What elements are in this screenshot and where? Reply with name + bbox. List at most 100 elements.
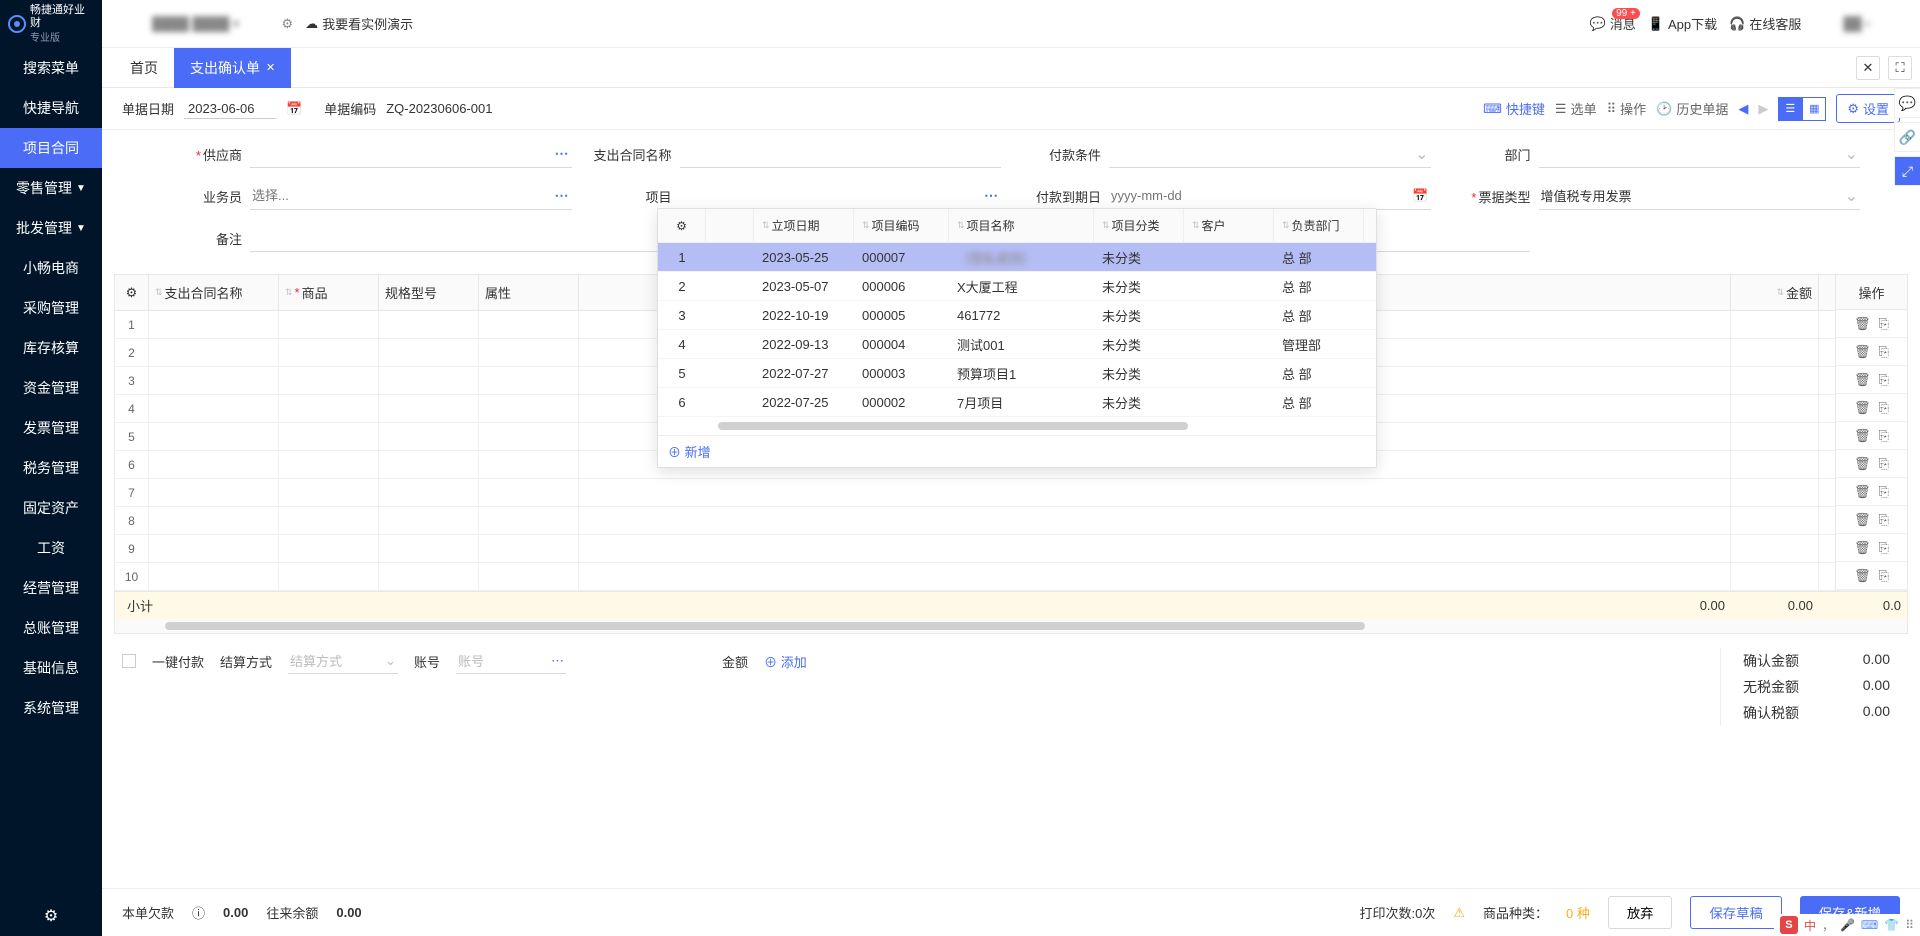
row-ops[interactable]: 🗑⎘ (1836, 506, 1907, 534)
user-avatar[interactable]: ██ ▪ (1813, 14, 1900, 33)
shortcut-link[interactable]: ⌨ 快捷键 (1483, 99, 1545, 118)
sales-input[interactable]: ⋯ (250, 182, 572, 210)
tab-bar: 首页 支出确认单✕ ✕ ⛶ (102, 48, 1920, 88)
gear-icon[interactable]: ⚙ (281, 16, 293, 32)
supplier-input[interactable]: ⋯ (250, 140, 572, 168)
account-select[interactable]: 账号⋯ (456, 648, 566, 674)
view-list-icon[interactable]: ☰ (1778, 97, 1802, 121)
popup-gear-icon[interactable]: ⚙ (658, 209, 706, 242)
sidebar-item[interactable]: 搜索菜单 (0, 48, 102, 88)
delete-icon: 🗑 (1854, 568, 1871, 584)
tab-expense-confirm[interactable]: 支出确认单✕ (174, 48, 291, 88)
table-row[interactable]: 7 (115, 479, 1907, 507)
row-ops[interactable]: 🗑⎘ (1836, 366, 1907, 394)
row-ops[interactable]: 🗑⎘ (1836, 562, 1907, 590)
close-icon[interactable]: ✕ (266, 61, 275, 74)
sidebar-item[interactable]: 库存核算 (0, 328, 102, 368)
sidebar-item[interactable]: 批发管理▼ (0, 208, 102, 248)
fullscreen-icon[interactable]: ⛶ (1888, 56, 1912, 80)
row-ops[interactable]: 🗑⎘ (1836, 310, 1907, 338)
calendar-icon[interactable]: 📅 (286, 101, 302, 117)
sidebar-item[interactable]: 税务管理 (0, 448, 102, 488)
save-draft-button[interactable]: 保存草稿 (1690, 896, 1781, 929)
row-ops[interactable]: 🗑⎘ (1836, 534, 1907, 562)
col-ops: 操作 (1836, 275, 1907, 310)
discard-button[interactable]: 放弃 (1608, 896, 1673, 929)
invoice-type-select[interactable]: 增值税专用发票⌄ (1539, 182, 1861, 210)
payterm-select[interactable]: ⌄ (1109, 140, 1431, 168)
tab-home[interactable]: 首页 (114, 48, 174, 88)
horizontal-scrollbar[interactable] (115, 619, 1907, 633)
col-product[interactable]: ⇅*商品 (279, 275, 379, 310)
row-ops[interactable]: 🗑⎘ (1836, 338, 1907, 366)
doc-code: ZQ-20230606-001 (386, 101, 492, 116)
sidebar-item[interactable]: 快捷导航 (0, 88, 102, 128)
row-ops[interactable]: 🗑⎘ (1836, 478, 1907, 506)
topbar: ████ ████ ▾ ⚙ ☁我要看实例演示 💬消息99 + 📱App下载 🎧在… (102, 0, 1920, 48)
sidebar-item[interactable]: 经营管理 (0, 568, 102, 608)
popup-row[interactable]: 62022-07-250000027月项目未分类总 部 (658, 388, 1376, 417)
popup-scrollbar[interactable] (668, 419, 1366, 433)
row-ops[interactable]: 🗑⎘ (1836, 450, 1907, 478)
next-icon[interactable]: ▶ (1758, 101, 1768, 117)
sidebar-item[interactable]: 系统管理 (0, 688, 102, 728)
rail-attach-icon[interactable]: 🔗 (1894, 122, 1920, 152)
app-download[interactable]: 📱App下载 (1648, 14, 1717, 33)
rail-chat-icon[interactable]: 💬 (1894, 88, 1920, 118)
col-gear-icon[interactable]: ⚙ (115, 275, 149, 310)
copy-icon: ⎘ (1879, 512, 1889, 528)
brand-title: 畅捷通好业财 (30, 4, 94, 28)
prev-icon[interactable]: ◀ (1738, 101, 1748, 117)
row-ops[interactable]: 🗑⎘ (1836, 422, 1907, 450)
table-row[interactable]: 8 (115, 507, 1907, 535)
col-spec[interactable]: 规格型号 (379, 275, 479, 310)
copy-icon: ⎘ (1879, 456, 1889, 472)
doc-date[interactable]: 2023-06-06 (184, 99, 276, 119)
add-account-link[interactable]: ⊕ 添加 (764, 652, 807, 671)
sidebar-item[interactable]: 资金管理 (0, 368, 102, 408)
sidebar-item[interactable]: 项目合同 (0, 128, 102, 168)
popup-row[interactable]: 12023-05-25000007（隐私遮挡）未分类总 部 (658, 243, 1376, 272)
col-contract[interactable]: ⇅支出合同名称 (149, 275, 279, 310)
popup-add-link[interactable]: ⊕ 新增 (668, 445, 711, 460)
demo-link[interactable]: ☁我要看实例演示 (305, 14, 413, 33)
history-link[interactable]: 🕑 历史单据 (1656, 99, 1728, 118)
operate-menu[interactable]: ⠿ 操作 (1607, 99, 1647, 118)
select-doc[interactable]: ☰ 选单 (1555, 99, 1597, 118)
view-grid-icon[interactable]: ▦ (1802, 97, 1826, 121)
sidebar-item[interactable]: 采购管理 (0, 288, 102, 328)
duedate-input[interactable]: 📅 (1109, 182, 1431, 210)
delete-icon: 🗑 (1854, 400, 1871, 416)
settle-method-select[interactable]: 结算方式⌄ (288, 648, 398, 674)
sidebar-item[interactable]: 总账管理 (0, 608, 102, 648)
settings-button[interactable]: ⚙ 设置 (1836, 94, 1900, 123)
table-row[interactable]: 9 (115, 535, 1907, 563)
dept-select[interactable]: ⌄ (1539, 140, 1861, 168)
popup-row[interactable]: 42022-09-13000004测试001未分类管理部 (658, 330, 1376, 359)
sidebar-item[interactable]: 基础信息 (0, 648, 102, 688)
col-amount[interactable]: ⇅金额 (1731, 275, 1819, 310)
online-support[interactable]: 🎧在线客服 (1729, 14, 1801, 33)
copy-icon: ⎘ (1879, 428, 1889, 444)
popup-row[interactable]: 32022-10-19000005461772未分类总 部 (658, 301, 1376, 330)
sidebar-item[interactable]: 小畅电商 (0, 248, 102, 288)
close-all-icon[interactable]: ✕ (1856, 56, 1880, 80)
sidebar-item[interactable]: 零售管理▼ (0, 168, 102, 208)
sidebar: 畅捷通好业财 专业版 搜索菜单快捷导航项目合同零售管理▼批发管理▼小畅电商采购管… (0, 0, 102, 936)
copy-icon: ⎘ (1879, 540, 1889, 556)
onepay-checkbox[interactable] (122, 654, 136, 668)
table-row[interactable]: 10 (115, 563, 1907, 591)
contract-input[interactable] (680, 140, 1002, 168)
row-ops[interactable]: 🗑⎘ (1836, 394, 1907, 422)
project-input[interactable]: ⋯ (680, 182, 1002, 210)
popup-row[interactable]: 22023-05-07000006X大厦工程未分类总 部 (658, 272, 1376, 301)
col-attr[interactable]: 属性 (479, 275, 579, 310)
settings-gear-icon[interactable]: ⚙ (0, 896, 102, 936)
messages[interactable]: 💬消息99 + (1590, 14, 1636, 33)
org-selector[interactable]: ████ ████ ▾ (122, 14, 269, 34)
sidebar-item[interactable]: 工资 (0, 528, 102, 568)
sidebar-item[interactable]: 固定资产 (0, 488, 102, 528)
rail-expand-icon[interactable]: ⤢ (1894, 156, 1920, 186)
popup-row[interactable]: 52022-07-27000003预算项目1未分类总 部 (658, 359, 1376, 388)
sidebar-item[interactable]: 发票管理 (0, 408, 102, 448)
